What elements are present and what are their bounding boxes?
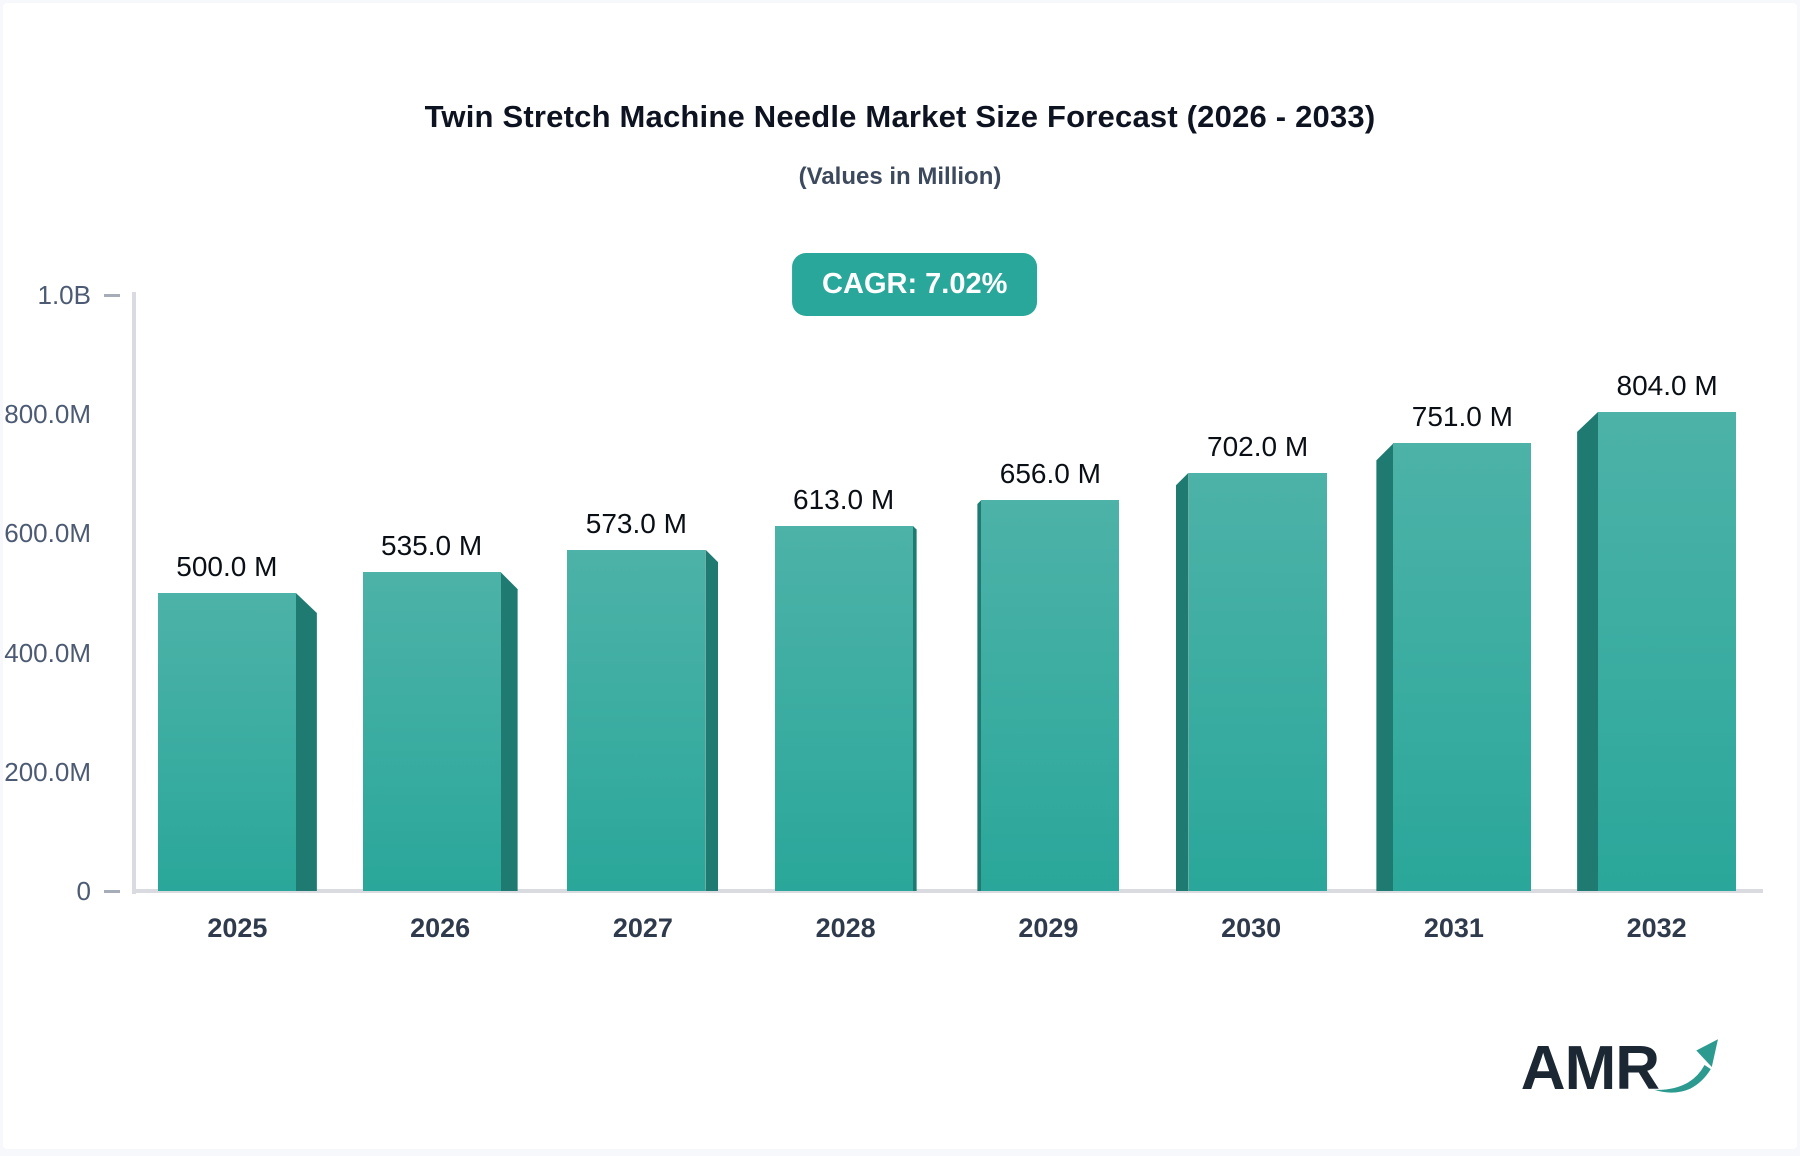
y-axis-tick-mark bbox=[104, 294, 120, 297]
bar-2028-side bbox=[912, 525, 917, 891]
bar-2030 bbox=[1188, 472, 1327, 891]
amr-logo: AMR bbox=[1520, 1034, 1719, 1103]
bar-2026 bbox=[362, 572, 501, 891]
x-axis-line bbox=[132, 889, 1763, 893]
bar-2027 bbox=[567, 549, 706, 891]
bar-2028 bbox=[774, 525, 913, 891]
amr-logo-text: AMR bbox=[1520, 1034, 1660, 1103]
bar-2031-side bbox=[1376, 443, 1394, 891]
x-axis-label: 2031 bbox=[1423, 913, 1484, 943]
x-axis-label: 2026 bbox=[410, 913, 471, 943]
bar-value-label: 613.0 M bbox=[793, 483, 895, 515]
x-axis-label: 2027 bbox=[612, 913, 673, 943]
bar-2030-side bbox=[1175, 472, 1189, 891]
y-axis-tick-label: 200.0M bbox=[4, 756, 91, 787]
x-axis-label: 2029 bbox=[1018, 913, 1079, 943]
bar-value-label: 656.0 M bbox=[999, 458, 1101, 490]
y-axis-tick-label: 800.0M bbox=[4, 399, 91, 430]
chart-card: Twin Stretch Machine Needle Market Size … bbox=[3, 3, 1797, 1149]
x-axis-label: 2032 bbox=[1626, 913, 1687, 943]
x-axis-label: 2025 bbox=[207, 913, 268, 943]
bar-2029-side bbox=[977, 500, 982, 891]
bar-2025-side bbox=[295, 593, 317, 891]
y-axis-tick-label: 1.0B bbox=[37, 280, 92, 310]
bar-value-label: 500.0 M bbox=[176, 551, 278, 582]
bar-value-label: 535.0 M bbox=[381, 530, 483, 562]
bar-2026-side bbox=[500, 572, 518, 891]
bar-value-label: 573.0 M bbox=[585, 507, 687, 539]
bar-2032 bbox=[1598, 411, 1737, 891]
x-axis-label: 2030 bbox=[1221, 913, 1282, 943]
bar-2031 bbox=[1393, 443, 1532, 891]
y-axis-tick-label: 400.0M bbox=[4, 637, 91, 668]
x-axis-label: 2028 bbox=[815, 913, 876, 943]
bar-value-label: 702.0 M bbox=[1207, 430, 1309, 462]
plot-area: 500.0 M 2025 535.0 M 2026 573.0 M 2027 613.0 M… bbox=[136, 295, 1758, 943]
chart-title: Twin Stretch Machine Needle Market Size … bbox=[424, 99, 1376, 134]
chart-subtitle: (Values in Million) bbox=[798, 163, 1002, 190]
y-axis-tick-label: 0 bbox=[76, 876, 91, 906]
cagr-badge: CAGR: 7.02% bbox=[792, 253, 1038, 316]
bar-2027-side bbox=[705, 549, 719, 891]
y-axis-tick-label: 600.0M bbox=[4, 518, 91, 549]
bar-value-label: 751.0 M bbox=[1411, 401, 1513, 433]
y-axis-line bbox=[132, 292, 136, 894]
bar-2029 bbox=[981, 500, 1120, 891]
bar-2025 bbox=[157, 593, 296, 891]
y-axis-tick-mark bbox=[104, 890, 120, 893]
bar-value-label: 804.0 M bbox=[1616, 369, 1718, 401]
growth-arrow-icon bbox=[1654, 1039, 1718, 1093]
bar-2032-side bbox=[1577, 411, 1599, 891]
